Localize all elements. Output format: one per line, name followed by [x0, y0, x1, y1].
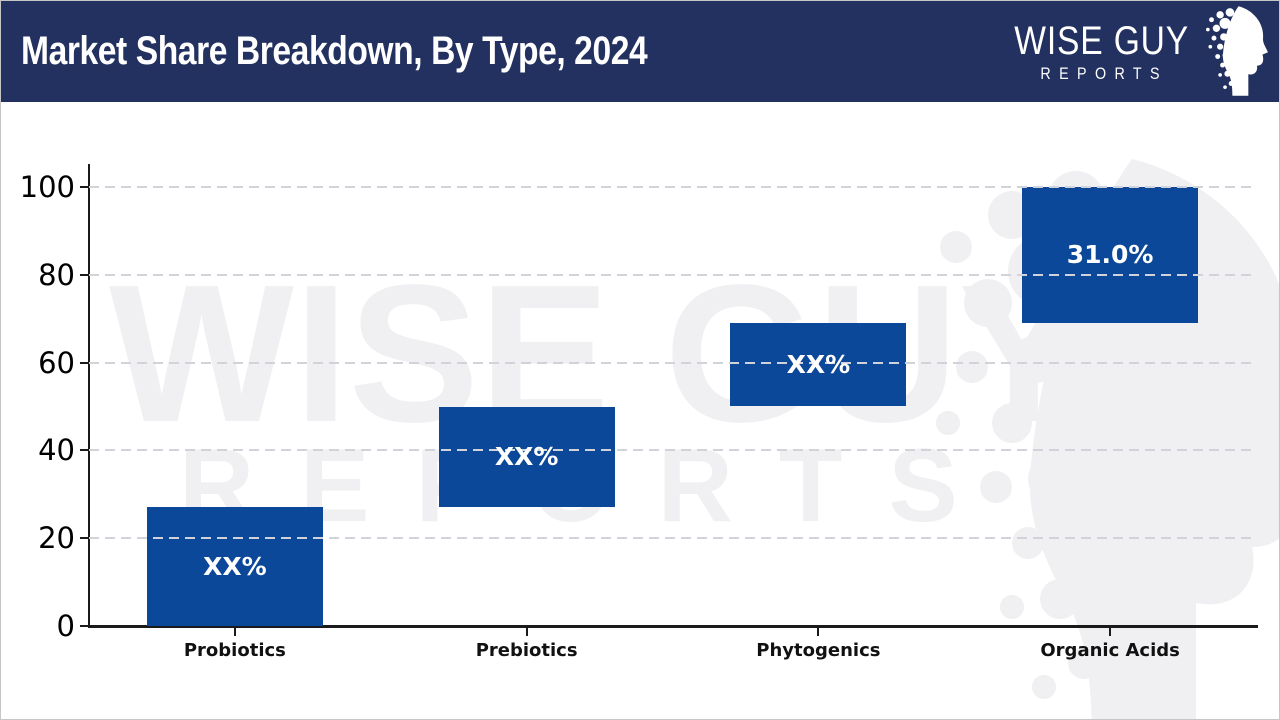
bar-value-label: 31.0% — [1066, 240, 1154, 270]
gridline — [89, 186, 1256, 188]
x-category-label: Phytogenics — [756, 640, 881, 661]
gridline — [89, 537, 1256, 540]
gridline — [89, 361, 1256, 364]
header: Market Share Breakdown, By Type, 2024 WI… — [1, 1, 1279, 102]
gridline — [89, 449, 1256, 452]
y-tick-mark — [80, 361, 88, 364]
logo-wordmark: WISE GUY — [1014, 18, 1189, 63]
y-tick-mark — [80, 625, 88, 627]
bar — [730, 323, 907, 407]
bar-value-label: XX% — [203, 551, 267, 581]
y-tick-label: 20 — [38, 521, 75, 556]
bar — [1022, 187, 1199, 324]
logo-subtitle: REPORTS — [1040, 63, 1168, 83]
bar-value-label: XX% — [786, 349, 851, 379]
y-tick-mark — [80, 186, 88, 188]
x-tick-mark — [525, 628, 528, 636]
y-tick-label: 60 — [38, 345, 75, 380]
page-title: Market Share Breakdown, By Type, 2024 — [21, 29, 648, 73]
dotted-face-icon — [1193, 5, 1273, 97]
x-tick-mark — [1109, 628, 1112, 636]
y-tick-mark — [80, 537, 88, 540]
y-tick-label: 100 — [19, 170, 75, 204]
bar — [146, 507, 323, 626]
x-category-label: Organic Acids — [1040, 640, 1180, 661]
x-category-label: Probiotics — [183, 640, 286, 661]
x-axis-spine — [88, 625, 1258, 628]
y-tick-label: 40 — [38, 433, 75, 468]
x-category-label: Prebiotics — [475, 640, 578, 661]
wise-guy-reports-logo: WISE GUY REPORTS — [981, 5, 1273, 97]
x-tick-mark — [233, 628, 236, 636]
x-tick-mark — [817, 628, 820, 636]
y-tick-label: 80 — [38, 257, 75, 292]
gridline — [89, 273, 1256, 276]
bar — [438, 406, 615, 508]
y-tick-mark — [80, 273, 88, 276]
bar-value-label: XX% — [494, 441, 559, 471]
y-tick-label: 0 — [56, 609, 75, 643]
y-tick-mark — [80, 449, 88, 452]
y-axis-spine — [88, 164, 90, 626]
